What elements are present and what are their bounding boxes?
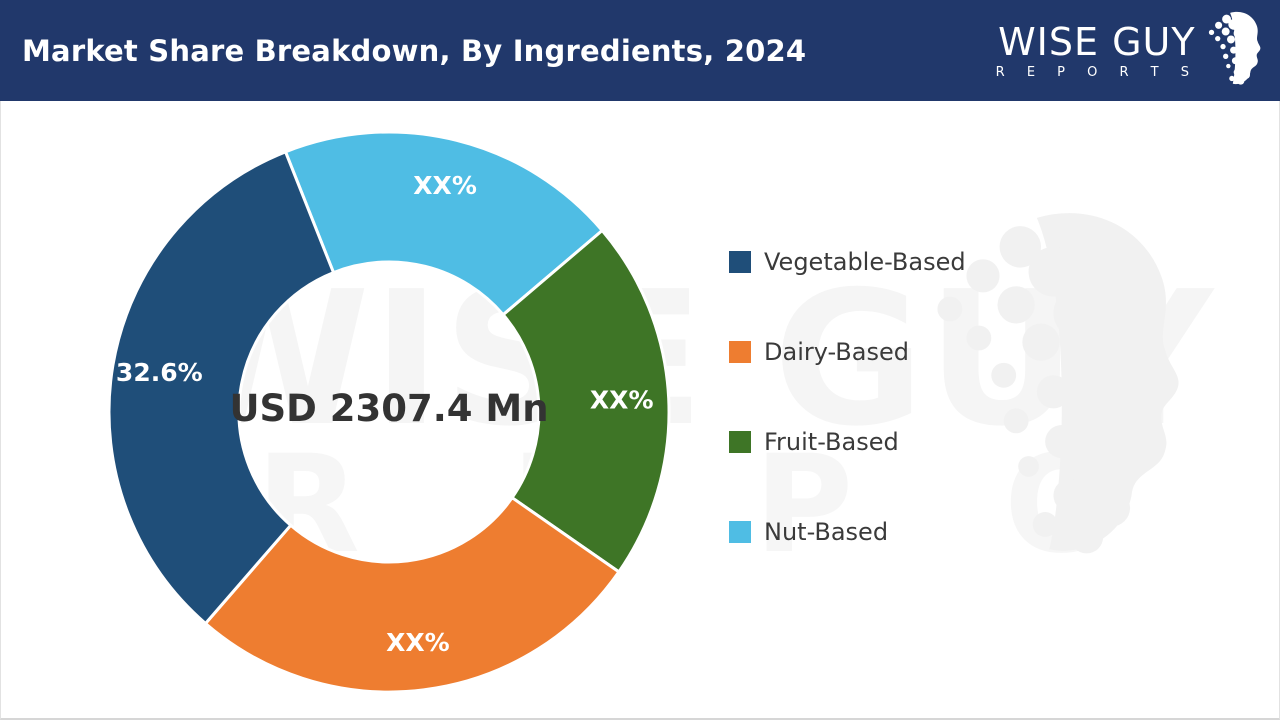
donut-segment-dairy-based[interactable]	[204, 496, 621, 694]
wiseguy-face-icon	[1200, 9, 1262, 93]
legend-label: Vegetable-Based	[764, 248, 966, 276]
header: Market Share Breakdown, By Ingredients, …	[0, 0, 1280, 101]
legend-swatch-vegetable-based	[729, 251, 751, 273]
wiseguy-logo: WISE GUY R E P O R T S	[996, 9, 1262, 93]
logo-tagline: R E P O R T S	[995, 64, 1198, 80]
legend-item-fruit-based[interactable]: Fruit-Based	[729, 428, 966, 456]
chart-legend: Vegetable-Based Dairy-Based Fruit-Based …	[729, 248, 966, 609]
logo-text: WISE GUY R E P O R T S	[996, 23, 1198, 79]
legend-swatch-fruit-based	[729, 431, 751, 453]
legend-label: Fruit-Based	[764, 428, 899, 456]
legend-item-vegetable-based[interactable]: Vegetable-Based	[729, 248, 966, 276]
legend-swatch-dairy-based	[729, 341, 751, 363]
donut-segment-vegetable-based[interactable]	[107, 150, 335, 625]
chart-area: WISE GUY R E P O R T S XX%XX%XX%32.6%USD…	[0, 101, 1280, 720]
slice-label-nut-based: XX%	[413, 171, 477, 200]
slice-label-fruit-based: XX%	[590, 386, 654, 415]
legend-label: Nut-Based	[764, 518, 889, 546]
legend-item-nut-based[interactable]: Nut-Based	[729, 518, 966, 546]
slice-label-vegetable-based: 32.6%	[116, 358, 203, 387]
donut-chart-svg: XX% XX% XX% 32.6% USD 2307.4 Mn	[107, 130, 671, 694]
donut-segment-nut-based[interactable]	[284, 130, 604, 317]
donut-segment-fruit-based[interactable]	[501, 229, 671, 574]
legend-swatch-nut-based	[729, 521, 751, 543]
legend-item-dairy-based[interactable]: Dairy-Based	[729, 338, 966, 366]
donut-center-value: USD 2307.4 Mn	[229, 387, 548, 430]
logo-name: WISE GUY	[998, 19, 1196, 64]
page-title: Market Share Breakdown, By Ingredients, …	[22, 33, 807, 68]
slice-label-dairy-based: XX%	[386, 628, 450, 657]
legend-label: Dairy-Based	[764, 338, 909, 366]
